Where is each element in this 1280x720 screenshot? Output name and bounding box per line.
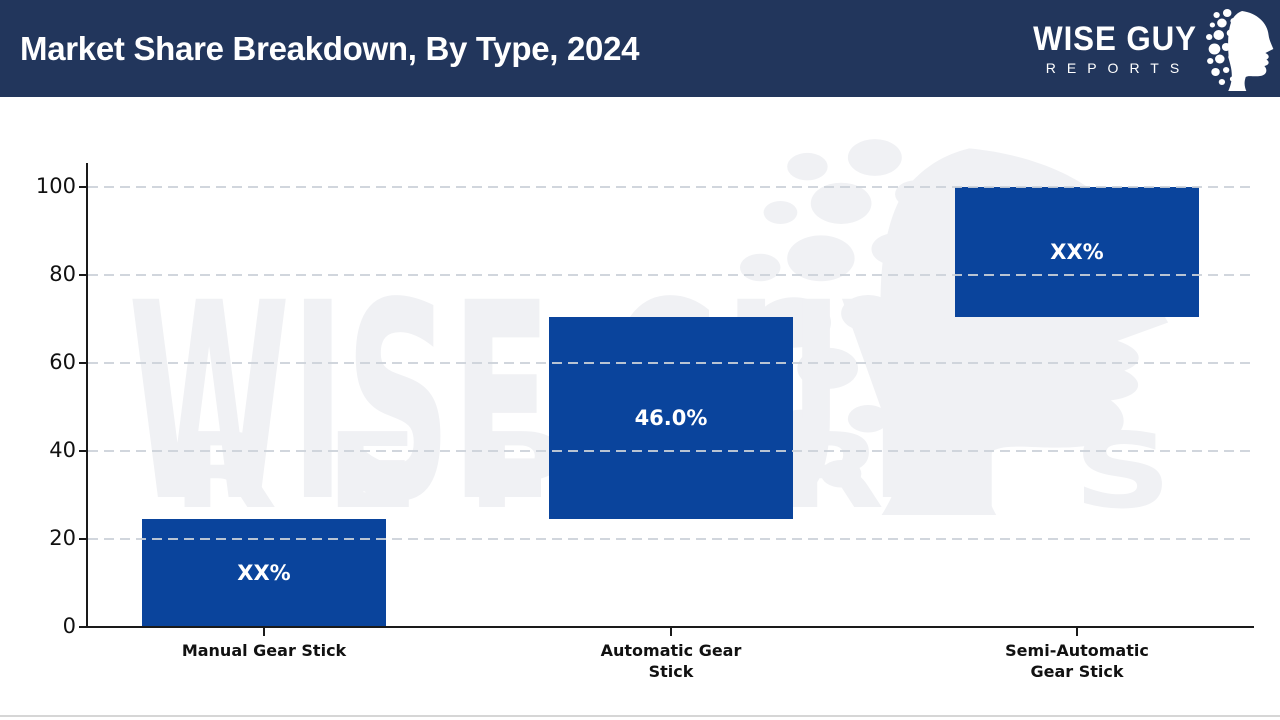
x-axis-category-label: Automatic Gear Stick bbox=[511, 640, 831, 682]
brand-subtitle: REPORTS bbox=[1045, 59, 1191, 76]
x-axis-category-label: Manual Gear Stick bbox=[104, 640, 424, 661]
gridline bbox=[88, 450, 1253, 452]
x-axis-category-label: Semi-Automatic Gear Stick bbox=[917, 640, 1237, 682]
footer-divider bbox=[0, 715, 1280, 717]
x-axis-tick bbox=[263, 628, 265, 636]
y-axis-tick bbox=[79, 186, 87, 188]
x-axis-category-label-line: Gear Stick bbox=[1030, 662, 1124, 681]
x-axis-category-label-line: Stick bbox=[648, 662, 694, 681]
y-axis-tick bbox=[79, 626, 87, 628]
bar-value-label: XX% bbox=[237, 561, 291, 586]
y-axis-tick-label: 100 bbox=[35, 174, 76, 198]
y-axis-tick bbox=[79, 362, 87, 364]
header-bar: Market Share Breakdown, By Type, 2024 WI… bbox=[0, 0, 1280, 97]
gridline bbox=[88, 362, 1253, 364]
y-axis-tick bbox=[79, 450, 87, 452]
gridline bbox=[88, 538, 1253, 540]
gridline bbox=[88, 274, 1253, 276]
y-axis-tick bbox=[79, 538, 87, 540]
x-axis-category-label-line: Semi-Automatic bbox=[1005, 641, 1149, 660]
bar-segment-automatic-gear-stick: 46.0% bbox=[549, 316, 793, 520]
x-axis-tick bbox=[670, 628, 672, 636]
x-axis-line bbox=[86, 626, 1254, 628]
brand-name: WISE GUY bbox=[1033, 19, 1197, 58]
y-axis-tick-label: 0 bbox=[62, 614, 76, 638]
y-axis-line bbox=[86, 163, 88, 628]
logo-face-icon bbox=[1206, 8, 1274, 91]
x-axis-category-label-line: Manual Gear Stick bbox=[181, 641, 347, 660]
y-axis-tick bbox=[79, 274, 87, 276]
x-axis-tick bbox=[1076, 628, 1078, 636]
y-axis-tick-label: 60 bbox=[49, 350, 76, 374]
brand-logo: WISE GUY REPORTS bbox=[1026, 7, 1280, 91]
bar-value-label: XX% bbox=[1050, 239, 1104, 264]
page-title: Market Share Breakdown, By Type, 2024 bbox=[20, 29, 640, 67]
y-axis-tick-label: 40 bbox=[49, 438, 76, 462]
y-axis-tick-label: 20 bbox=[49, 526, 76, 550]
bar-segment-semi-automatic-gear-stick: XX% bbox=[955, 187, 1199, 317]
brand-logo-text: WISE GUY REPORTS bbox=[1026, 22, 1204, 76]
bar-segment-manual-gear-stick: XX% bbox=[142, 519, 386, 627]
x-axis-category-label-line: Automatic Gear bbox=[600, 641, 742, 660]
y-axis-tick-label: 80 bbox=[49, 262, 76, 286]
gridline bbox=[88, 186, 1253, 188]
bar-value-label: 46.0% bbox=[634, 405, 708, 430]
